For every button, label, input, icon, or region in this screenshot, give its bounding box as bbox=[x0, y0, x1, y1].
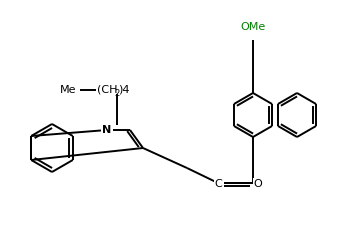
Text: OMe: OMe bbox=[240, 22, 266, 32]
Text: (CH: (CH bbox=[97, 85, 117, 95]
Text: O: O bbox=[254, 179, 262, 189]
Text: C: C bbox=[214, 179, 222, 189]
Text: N: N bbox=[103, 125, 112, 135]
Text: 2: 2 bbox=[114, 89, 119, 98]
Text: )4: )4 bbox=[118, 85, 130, 95]
Text: Me: Me bbox=[60, 85, 77, 95]
